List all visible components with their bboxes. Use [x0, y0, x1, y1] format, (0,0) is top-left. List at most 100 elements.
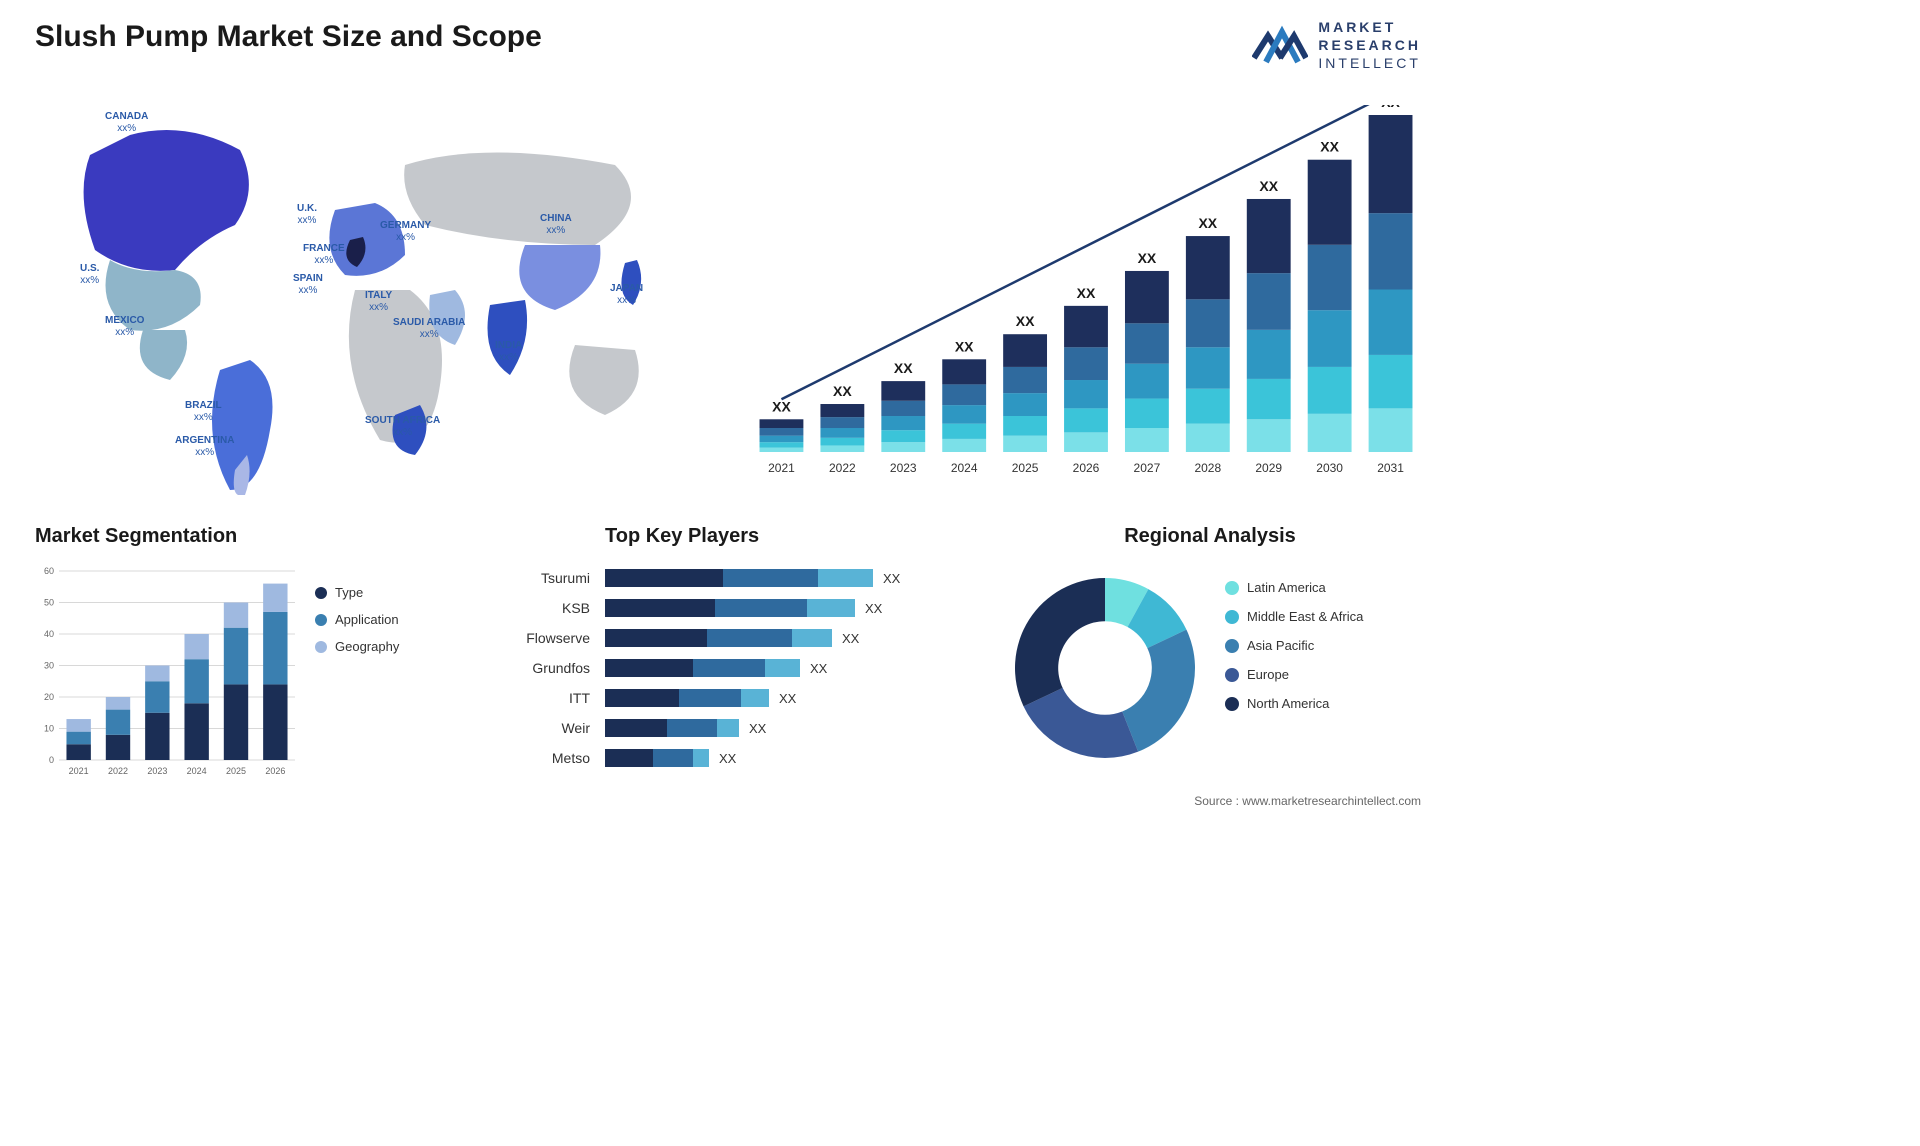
legend-label: Application: [335, 612, 399, 627]
player-bar-segment: [679, 689, 741, 707]
growth-chart-svg: XX2021XX2022XX2023XX2024XX2025XX2026XX20…: [751, 105, 1421, 480]
player-bar: [605, 629, 832, 647]
svg-text:XX: XX: [894, 360, 913, 376]
map-label-spain: SPAINxx%: [293, 273, 323, 297]
svg-text:2030: 2030: [1316, 461, 1343, 475]
player-bar-segment: [707, 629, 792, 647]
segmentation-title: Market Segmentation: [35, 525, 455, 548]
player-bar-row: XX: [605, 563, 965, 593]
svg-text:2022: 2022: [108, 766, 128, 776]
brand-logo: MARKET RESEARCH INTELLECT: [1252, 18, 1421, 73]
segmentation-legend-item: Application: [315, 612, 399, 627]
svg-text:XX: XX: [1016, 313, 1035, 329]
player-bar-segment: [605, 629, 707, 647]
key-players-title: Top Key Players: [605, 525, 759, 548]
svg-text:2031: 2031: [1377, 461, 1404, 475]
legend-label: North America: [1247, 696, 1329, 711]
map-label-germany: GERMANYxx%: [380, 220, 431, 244]
player-bar-segment: [715, 599, 807, 617]
regional-legend-item: Latin America: [1225, 580, 1363, 595]
map-label-china: CHINAxx%: [540, 213, 572, 237]
legend-label: Geography: [335, 639, 399, 654]
svg-text:2023: 2023: [147, 766, 167, 776]
legend-label: Asia Pacific: [1247, 638, 1314, 653]
player-bar-value: XX: [779, 691, 796, 706]
svg-text:50: 50: [44, 598, 54, 608]
player-bar-segment: [605, 689, 679, 707]
player-bar-value: XX: [719, 751, 736, 766]
player-bar-segment: [605, 599, 715, 617]
map-label-u-k-: U.K.xx%: [297, 203, 317, 227]
svg-text:10: 10: [44, 724, 54, 734]
svg-text:20: 20: [44, 692, 54, 702]
player-bar-segment: [807, 599, 855, 617]
svg-text:2028: 2028: [1194, 461, 1221, 475]
player-bar-row: XX: [605, 743, 965, 773]
player-bar-segment: [723, 569, 818, 587]
svg-text:2021: 2021: [768, 461, 795, 475]
map-label-france: FRANCExx%: [303, 243, 345, 267]
page-title: Slush Pump Market Size and Scope: [35, 20, 542, 54]
svg-text:0: 0: [49, 755, 54, 765]
regional-title: Regional Analysis: [1000, 525, 1420, 548]
player-bar-segment: [741, 689, 769, 707]
segmentation-chart-svg: 0102030405060202120222023202420252026: [35, 565, 295, 780]
player-bar: [605, 689, 769, 707]
legend-dot: [1225, 639, 1239, 653]
svg-text:60: 60: [44, 566, 54, 576]
key-players-section: Top Key Players TsurumiKSBFlowserveGrund…: [475, 525, 975, 780]
svg-text:XX: XX: [833, 383, 852, 399]
player-bar-value: XX: [749, 721, 766, 736]
segmentation-legend: Type Application Geography: [315, 585, 399, 666]
svg-text:2026: 2026: [1073, 461, 1100, 475]
svg-text:2021: 2021: [69, 766, 89, 776]
regional-section: Regional Analysis Latin AmericaMiddle Ea…: [1000, 525, 1420, 780]
segmentation-legend-item: Type: [315, 585, 399, 600]
map-label-u-s-: U.S.xx%: [80, 263, 99, 287]
svg-text:XX: XX: [955, 338, 974, 354]
player-bar: [605, 749, 709, 767]
player-bar-segment: [605, 749, 653, 767]
regional-legend-item: North America: [1225, 696, 1363, 711]
svg-text:2026: 2026: [265, 766, 285, 776]
player-bar: [605, 569, 873, 587]
legend-label: Latin America: [1247, 580, 1326, 595]
player-bar-value: XX: [865, 601, 882, 616]
svg-text:XX: XX: [1259, 178, 1278, 194]
player-bar-segment: [667, 719, 717, 737]
player-name: Metso: [475, 743, 590, 773]
map-label-saudi-arabia: SAUDI ARABIAxx%: [393, 317, 465, 341]
svg-text:40: 40: [44, 629, 54, 639]
segmentation-section: Market Segmentation 01020304050602021202…: [35, 525, 455, 780]
legend-dot: [1225, 610, 1239, 624]
svg-text:XX: XX: [1077, 285, 1096, 301]
player-bar-segment: [792, 629, 832, 647]
regional-legend: Latin AmericaMiddle East & AfricaAsia Pa…: [1225, 580, 1363, 725]
legend-dot: [1225, 581, 1239, 595]
player-bar-segment: [693, 749, 709, 767]
player-name: KSB: [475, 593, 590, 623]
regional-donut-svg: [1010, 573, 1200, 763]
segmentation-legend-item: Geography: [315, 639, 399, 654]
player-bar-segment: [605, 719, 667, 737]
player-bar-value: XX: [842, 631, 859, 646]
player-bar-segment: [605, 569, 723, 587]
legend-dot: [315, 614, 327, 626]
legend-dot: [1225, 668, 1239, 682]
player-bar: [605, 599, 855, 617]
map-label-argentina: ARGENTINAxx%: [175, 435, 234, 459]
player-bar-row: XX: [605, 653, 965, 683]
player-bar: [605, 659, 800, 677]
svg-text:2022: 2022: [829, 461, 856, 475]
player-bar-value: XX: [883, 571, 900, 586]
key-players-names: TsurumiKSBFlowserveGrundfosITTWeirMetso: [475, 563, 590, 773]
svg-text:2024: 2024: [951, 461, 978, 475]
segmentation-chart: 0102030405060202120222023202420252026: [35, 565, 295, 780]
brand-logo-icon: [1252, 22, 1308, 68]
player-name: Grundfos: [475, 653, 590, 683]
player-name: ITT: [475, 683, 590, 713]
player-name: Weir: [475, 713, 590, 743]
map-label-mexico: MEXICOxx%: [105, 315, 144, 339]
svg-text:2024: 2024: [187, 766, 207, 776]
legend-dot: [315, 641, 327, 653]
